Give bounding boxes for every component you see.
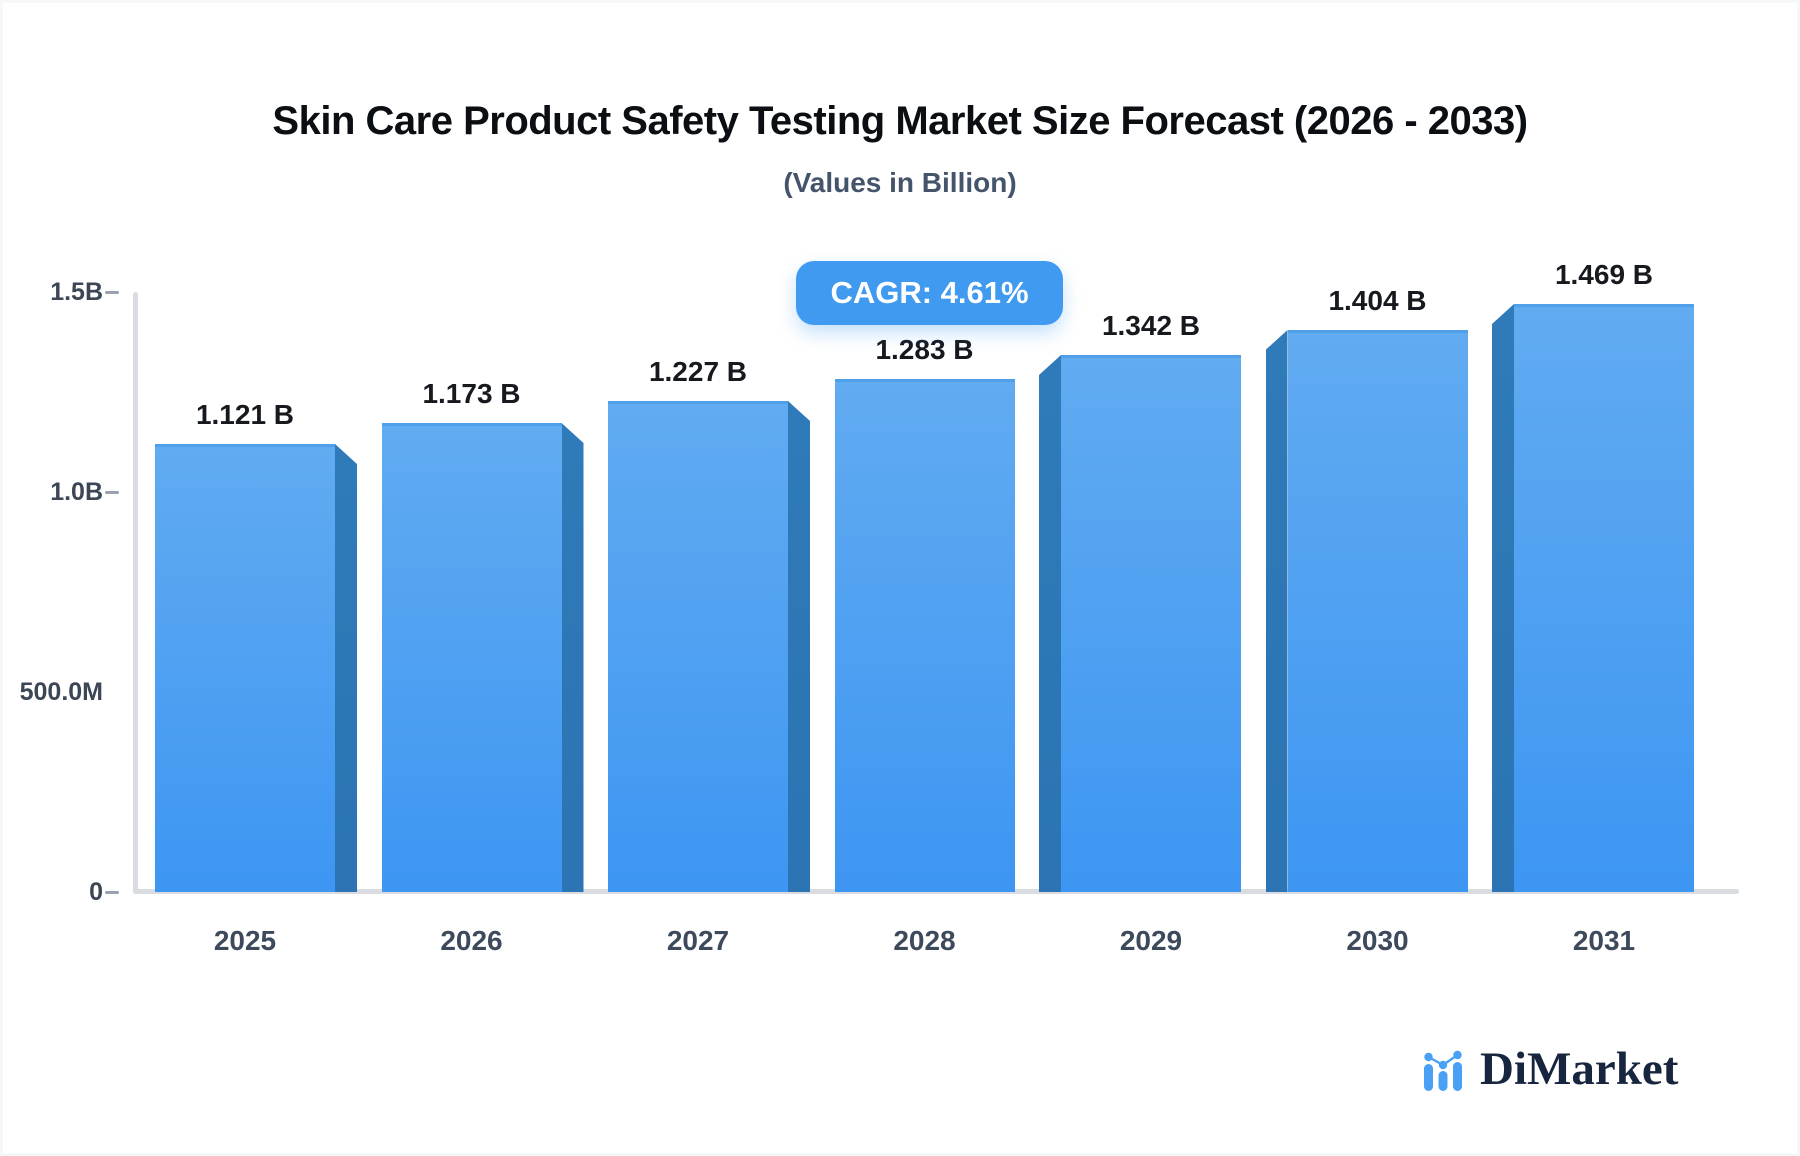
y-axis-label-1.0B: 1.0B	[50, 478, 103, 506]
bar-2025-3d-side	[335, 444, 357, 892]
x-axis-label-2030: 2030	[1346, 925, 1409, 956]
bar-2027-3d-side	[788, 401, 810, 892]
bar-value-label-2027: 1.227 B	[648, 356, 748, 387]
y-axis-label-500.0M: 500.0M	[19, 678, 103, 706]
brand-watermark: DiMarket	[1423, 1045, 1678, 1093]
y-axis-label-0: 0	[89, 878, 103, 906]
dimarket-bars-icon	[1424, 1050, 1462, 1091]
x-axis-label-2026: 2026	[440, 925, 503, 956]
bar-2031-3d-side	[1492, 304, 1514, 892]
bar-value-label-2029: 1.342 B	[1101, 310, 1201, 341]
bar-2030[interactable]	[1287, 330, 1468, 892]
x-axis-label-2031: 2031	[1572, 925, 1636, 956]
bar-value-label-2030: 1.404 B	[1328, 285, 1427, 316]
bar-2031[interactable]	[1514, 304, 1694, 892]
cagr-badge-label: CAGR: 4.61%	[830, 275, 1029, 310]
chart-title: Skin Care Product Safety Testing Market …	[272, 99, 1528, 143]
chart-subtitle: (Values in Billion)	[783, 167, 1017, 198]
bar-2026[interactable]	[381, 423, 562, 892]
x-axis-label-2028: 2028	[893, 925, 956, 956]
x-axis-label-2025: 2025	[213, 925, 277, 956]
bar-2025[interactable]	[155, 444, 335, 892]
bar-2028[interactable]	[834, 379, 1015, 892]
y-axis-tick-1.5B	[105, 291, 119, 294]
bar-value-label-2028: 1.283 B	[875, 334, 974, 365]
y-axis-tick-1.0B	[105, 491, 119, 494]
bar-value-label-2031: 1.469 B	[1554, 259, 1654, 290]
bar-2026-3d-side	[561, 423, 584, 892]
bar-2027[interactable]	[608, 401, 788, 892]
x-axis-label-2027: 2027	[666, 925, 730, 956]
bar-value-label-2026: 1.173 B	[422, 378, 521, 409]
y-axis-label-1.5B: 1.5B	[50, 278, 103, 306]
bar-2030-3d-side	[1265, 330, 1288, 892]
bar-2029[interactable]	[1061, 355, 1241, 892]
y-axis-line	[133, 292, 138, 893]
brand-name: DiMarket	[1480, 1043, 1679, 1095]
bar-2029-3d-side	[1039, 355, 1061, 892]
cagr-badge: CAGR: 4.61%	[796, 261, 1063, 325]
y-axis-tick-0	[105, 891, 119, 894]
bar-value-label-2025: 1.121 B	[195, 399, 295, 430]
x-axis-label-2029: 2029	[1119, 925, 1183, 956]
